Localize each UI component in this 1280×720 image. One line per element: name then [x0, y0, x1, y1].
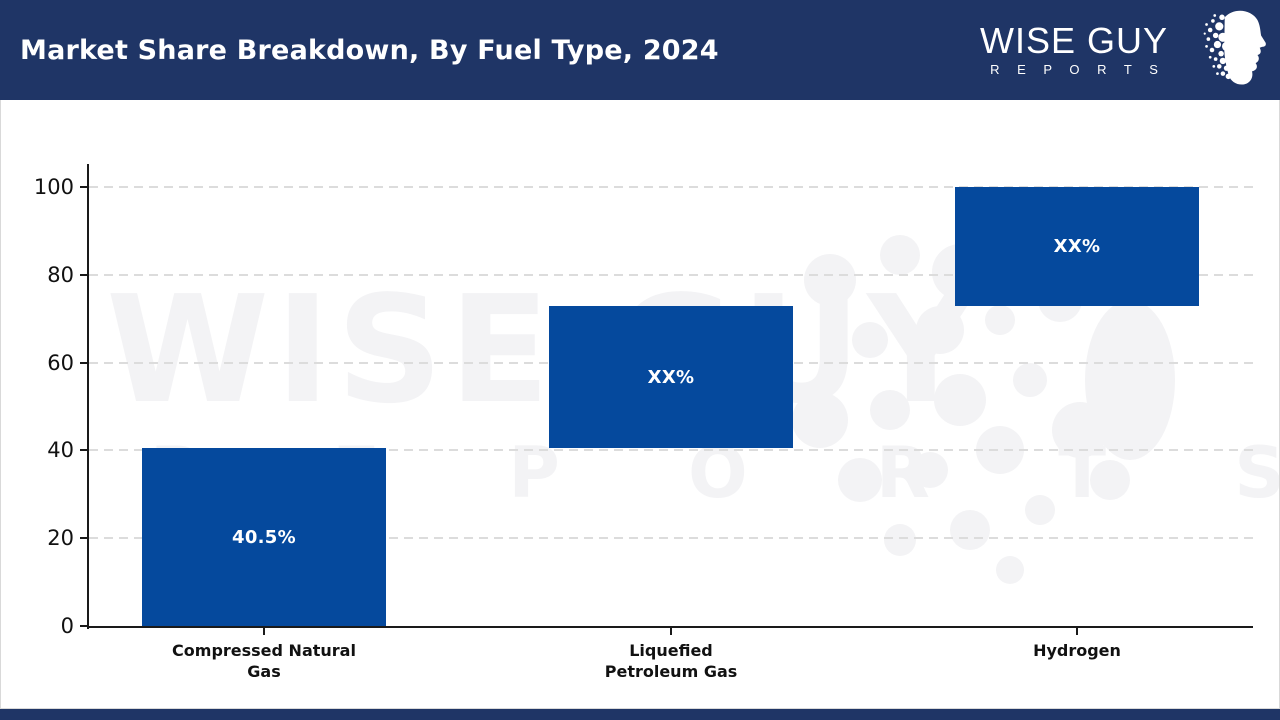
- header-bar: Market Share Breakdown, By Fuel Type, 20…: [0, 0, 1280, 100]
- y-tick-label: 0: [60, 614, 74, 638]
- wise-guy-reports-logo: WISE GUY R E P O R T S: [980, 7, 1272, 93]
- y-tick-label: 40: [47, 438, 74, 463]
- y-tick-label: 80: [47, 262, 74, 287]
- x-tick-mark: [1076, 627, 1078, 635]
- bar-value-label: 40.5%: [232, 526, 296, 548]
- bar-value-label: XX%: [1053, 235, 1101, 257]
- logo-text: WISE GUY R E P O R T S: [979, 20, 1168, 78]
- y-tick-mark: [80, 186, 89, 188]
- y-axis-line: [87, 164, 89, 629]
- gridline: [89, 273, 1253, 276]
- x-category-label: Compressed Natural Gas: [172, 641, 356, 681]
- bar-value-label: XX%: [647, 366, 695, 388]
- logo-wordmark: WISE GUY: [979, 20, 1168, 61]
- gridline: [89, 537, 1253, 540]
- gridline: [89, 449, 1253, 452]
- y-tick-mark: [80, 537, 89, 540]
- y-tick-mark: [80, 273, 89, 276]
- y-tick-label: 60: [47, 350, 74, 375]
- y-tick-mark: [80, 361, 89, 364]
- bar-segment: XX%: [955, 187, 1199, 306]
- y-tick-label: 100: [33, 175, 74, 199]
- dotted-head-profile-icon: [1203, 10, 1266, 85]
- x-tick-mark: [670, 627, 672, 635]
- bar-segment: 40.5%: [142, 448, 386, 626]
- y-tick-mark: [80, 625, 89, 627]
- gridline: [89, 186, 1253, 188]
- y-tick-label: 20: [47, 526, 74, 551]
- bar-segment: XX%: [549, 305, 793, 449]
- page-title: Market Share Breakdown, By Fuel Type, 20…: [20, 34, 719, 66]
- x-category-label: Hydrogen: [1033, 641, 1121, 660]
- x-tick-mark: [263, 627, 265, 635]
- x-axis-line: [87, 626, 1253, 628]
- footer-bar: [0, 709, 1280, 720]
- logo-subtitle: R E P O R T S: [990, 62, 1165, 77]
- y-tick-mark: [80, 449, 89, 452]
- x-category-label: Liquefied Petroleum Gas: [604, 641, 738, 681]
